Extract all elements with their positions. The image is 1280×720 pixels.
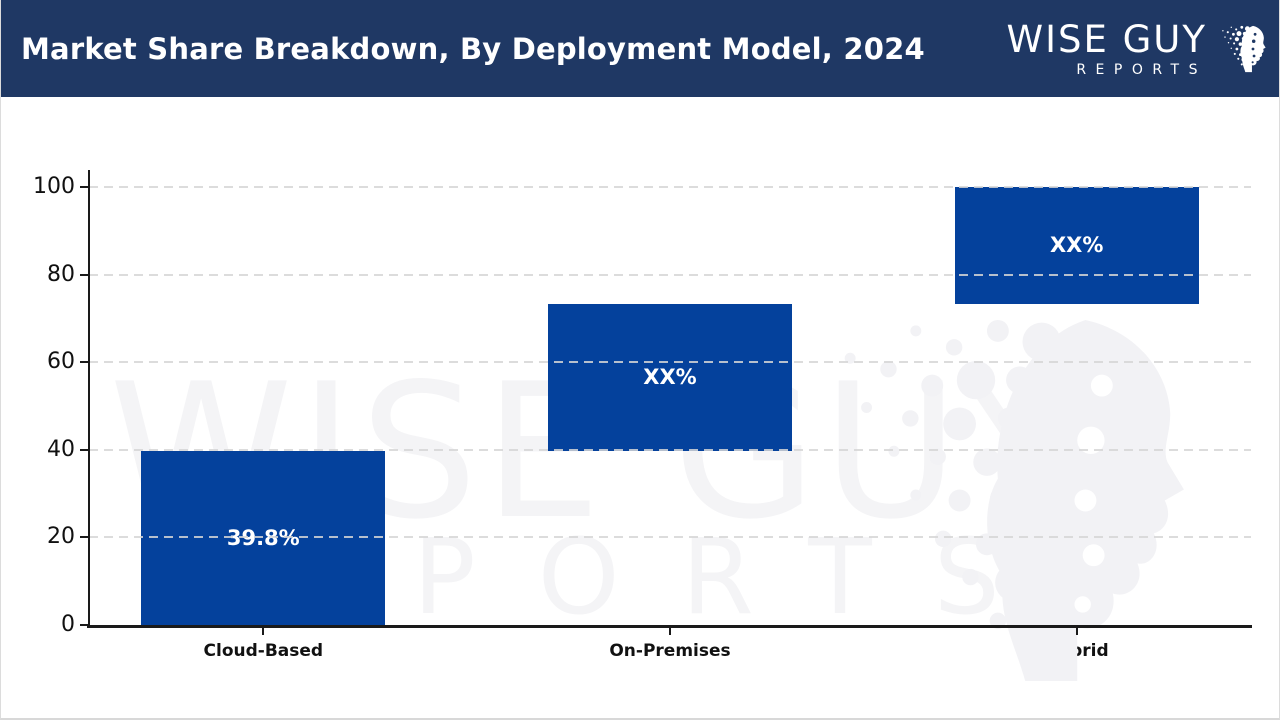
gridline [89, 361, 1251, 364]
gridline [89, 536, 1251, 539]
x-tick-mark [669, 628, 671, 635]
gridline [89, 273, 1251, 276]
y-tick-label: 0 [61, 612, 75, 637]
watermark-face-graphic [844, 319, 1184, 682]
y-tick-mark [80, 186, 88, 188]
gridline [89, 186, 1251, 188]
plot-area: 39.8% XX% XX% [89, 186, 1251, 625]
gridline [89, 448, 1251, 451]
y-tick-label: 20 [47, 524, 75, 550]
y-tick-mark [80, 448, 88, 451]
logo-primary-text: WISE GUY [1006, 17, 1207, 61]
header-bar: Market Share Breakdown, By Deployment Mo… [1, 0, 1279, 97]
y-tick-mark [80, 361, 88, 364]
y-tick-label: 40 [47, 436, 75, 462]
y-tick-mark [80, 536, 88, 539]
wise-guy-reports-logo: WISE GUY REPORTS [1007, 9, 1267, 89]
y-tick-label: 60 [47, 349, 75, 375]
x-tick-mark [262, 628, 265, 635]
x-axis-line [87, 625, 1252, 628]
bar-value-label: XX% [1049, 233, 1104, 258]
x-category-label: Cloud-Based [203, 641, 324, 661]
logo-face-icon [1222, 25, 1266, 72]
x-tick-mark [1075, 628, 1078, 635]
x-category-label: On-Premises [609, 641, 731, 661]
y-tick-mark [80, 624, 88, 626]
logo-secondary-text: REPORTS [1076, 61, 1207, 78]
bar-on-premises: XX% [547, 303, 792, 451]
chart-title: Market Share Breakdown, By Deployment Mo… [21, 31, 925, 66]
y-tick-mark [80, 273, 88, 276]
bar-value-label: XX% [643, 365, 697, 390]
bar-hybrid: XX% [954, 187, 1199, 304]
logo-text: WISE GUY REPORTS [1007, 21, 1207, 77]
y-tick-label: 100 [33, 174, 75, 199]
chart-region: WISE GUY REPORTS [1, 97, 1279, 718]
y-tick-label: 80 [47, 261, 75, 287]
y-axis-line [88, 170, 90, 625]
